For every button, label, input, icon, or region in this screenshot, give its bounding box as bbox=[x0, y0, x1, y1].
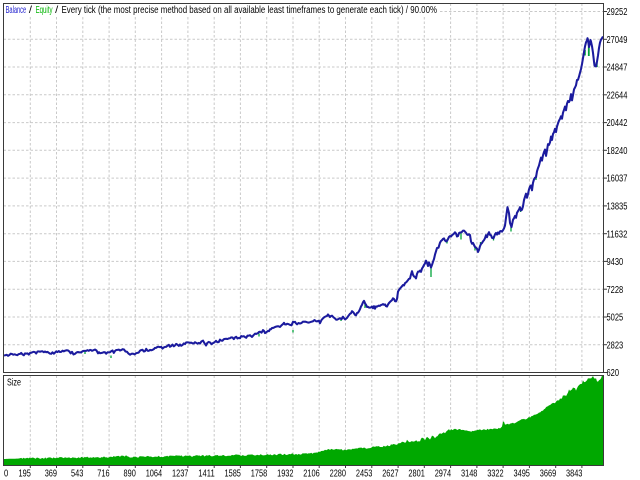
svg-text:620: 620 bbox=[607, 368, 620, 379]
svg-text:1585: 1585 bbox=[225, 468, 242, 480]
svg-text:1932: 1932 bbox=[277, 468, 294, 480]
svg-text:16037: 16037 bbox=[607, 174, 628, 185]
svg-text:3148: 3148 bbox=[461, 468, 478, 480]
svg-text:22644: 22644 bbox=[607, 90, 628, 101]
svg-text:3495: 3495 bbox=[514, 468, 531, 480]
svg-text:2453: 2453 bbox=[356, 468, 373, 480]
svg-text:Balance: Balance bbox=[6, 5, 27, 16]
svg-text:1758: 1758 bbox=[251, 468, 268, 480]
svg-text:/: / bbox=[29, 5, 32, 16]
svg-text:890: 890 bbox=[124, 468, 136, 480]
svg-text:1237: 1237 bbox=[172, 468, 189, 480]
svg-text:/: / bbox=[55, 5, 58, 16]
svg-text:27049: 27049 bbox=[607, 35, 628, 46]
svg-text:2823: 2823 bbox=[607, 340, 624, 351]
svg-text:11632: 11632 bbox=[607, 229, 628, 240]
svg-text:2627: 2627 bbox=[382, 468, 399, 480]
svg-text:3669: 3669 bbox=[540, 468, 557, 480]
svg-text:3322: 3322 bbox=[487, 468, 504, 480]
svg-text:1411: 1411 bbox=[198, 468, 215, 480]
svg-text:543: 543 bbox=[71, 468, 83, 480]
svg-text:20442: 20442 bbox=[607, 118, 628, 129]
svg-text:369: 369 bbox=[45, 468, 57, 480]
svg-text:7228: 7228 bbox=[607, 285, 624, 296]
svg-text:Every tick (the most precise m: Every tick (the most precise method base… bbox=[62, 5, 438, 16]
svg-text:195: 195 bbox=[19, 468, 31, 480]
svg-text:3843: 3843 bbox=[566, 468, 583, 480]
svg-text:13835: 13835 bbox=[607, 202, 628, 213]
svg-text:29252: 29252 bbox=[607, 7, 628, 18]
svg-text:2801: 2801 bbox=[408, 468, 425, 480]
svg-text:5025: 5025 bbox=[607, 313, 624, 324]
svg-text:2280: 2280 bbox=[330, 468, 347, 480]
svg-text:9430: 9430 bbox=[607, 257, 624, 268]
svg-text:Size: Size bbox=[7, 378, 21, 389]
svg-text:1064: 1064 bbox=[146, 468, 163, 480]
svg-text:0: 0 bbox=[4, 468, 8, 480]
svg-text:2106: 2106 bbox=[303, 468, 320, 480]
svg-text:24847: 24847 bbox=[607, 63, 628, 74]
svg-text:18240: 18240 bbox=[607, 146, 628, 157]
svg-text:Equity: Equity bbox=[36, 5, 53, 16]
svg-text:2974: 2974 bbox=[435, 468, 452, 480]
svg-text:716: 716 bbox=[97, 468, 109, 480]
